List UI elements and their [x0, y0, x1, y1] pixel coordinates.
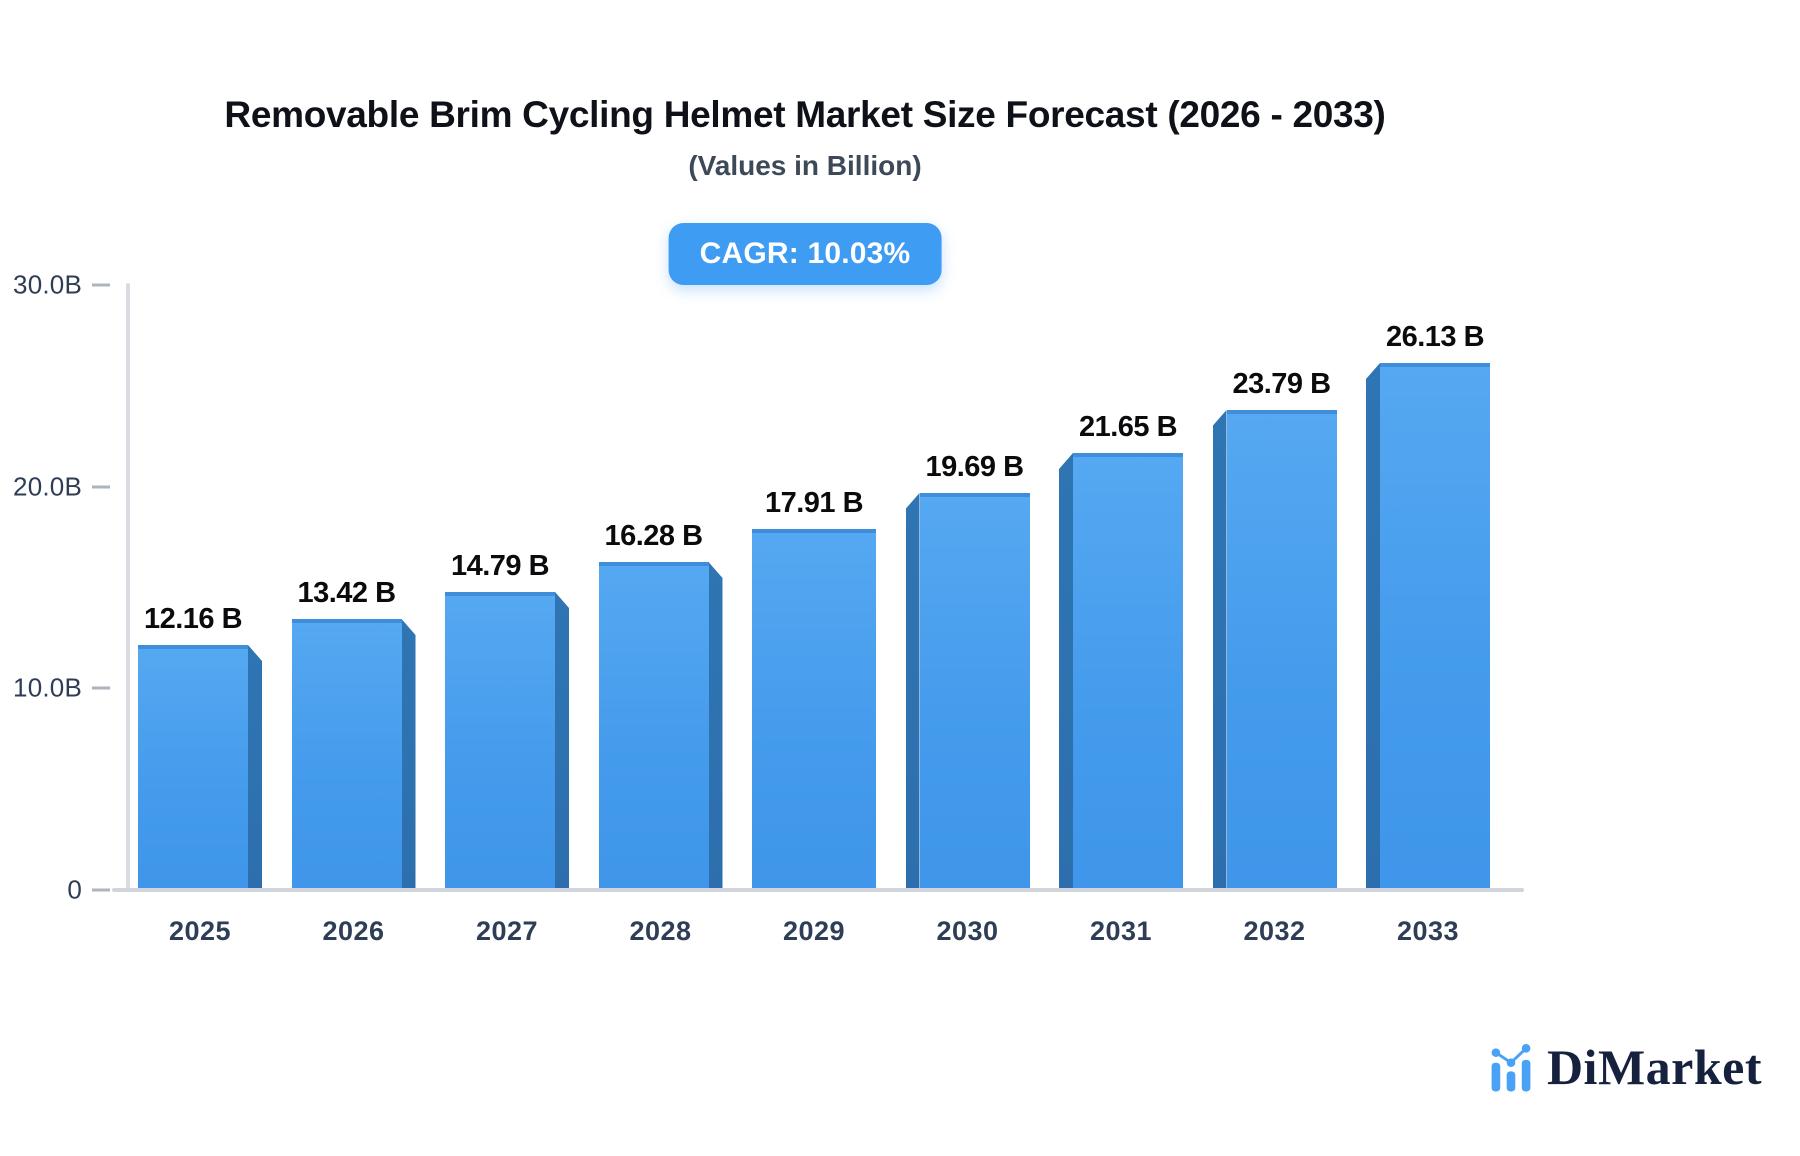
- bar-side-face: [555, 592, 569, 890]
- x-axis-label-2025: 2025: [168, 916, 232, 946]
- bar-side-face: [1212, 410, 1227, 890]
- bar-side-face: [905, 493, 920, 890]
- y-tick-mark-10: [92, 686, 110, 690]
- bar-value-label: 13.42 B: [297, 577, 396, 609]
- bar-side-face: [401, 619, 416, 890]
- bar-main-face: [1380, 363, 1490, 890]
- x-axis-label-2027: 2027: [475, 916, 539, 946]
- bar-main-face: [1073, 453, 1183, 890]
- bar-main-face: [445, 592, 555, 890]
- bar-2032[interactable]: 23.79 B: [1212, 368, 1337, 890]
- bar-side-face: [248, 645, 262, 890]
- y-tick-label-10: 10.0B: [13, 672, 82, 703]
- bar-main-face: [291, 619, 402, 890]
- x-axis-label-2030: 2030: [936, 916, 999, 946]
- bar-2025[interactable]: 12.16 B: [138, 603, 262, 890]
- y-tick-mark-30: [92, 283, 110, 287]
- bar-value-label: 12.16 B: [143, 603, 243, 635]
- bars-container: 12.16 B 13.42 B 14.79 B 16.28 B 17.91 B 19.69…: [138, 285, 1490, 890]
- cagr-badge: CAGR: 10.03%: [668, 223, 942, 285]
- x-axis-label-2031: 2031: [1089, 916, 1153, 946]
- y-tick-label-30: 30.0B: [13, 269, 82, 300]
- bar-value-label: 17.91 B: [764, 487, 864, 519]
- bar-2029[interactable]: 17.91 B: [752, 487, 876, 890]
- bar-main-face: [1226, 410, 1337, 890]
- bar-2030[interactable]: 19.69 B: [905, 451, 1030, 890]
- bar-main-face: [919, 493, 1030, 890]
- bar-side-face: [1366, 363, 1380, 890]
- x-axis-label-2032: 2032: [1243, 916, 1306, 946]
- chart-subtitle: (Values in Billion): [688, 150, 922, 181]
- bar-2027[interactable]: 14.79 B: [445, 550, 569, 890]
- bar-side-face: [1059, 453, 1073, 890]
- bar-main-face: [752, 529, 876, 890]
- bar-value-label: 19.69 B: [925, 451, 1024, 483]
- bar-2026[interactable]: 13.42 B: [291, 577, 416, 890]
- bar-side-face: [708, 562, 723, 890]
- x-axis-label-2026: 2026: [322, 916, 385, 946]
- x-axis-label-2029: 2029: [782, 916, 846, 946]
- y-tick-mark-0: [92, 888, 110, 892]
- brand-logo: DiMarket: [1488, 1038, 1762, 1096]
- bar-chart-trend-icon: [1491, 1044, 1531, 1092]
- bar-2028[interactable]: 16.28 B: [598, 520, 723, 890]
- x-axis-line: [112, 888, 1524, 892]
- y-tick-label-0: 0: [67, 874, 82, 905]
- y-axis-line: [126, 283, 130, 890]
- y-tick-mark-20: [92, 485, 110, 489]
- logo-text: DiMarket: [1546, 1039, 1762, 1095]
- bar-value-label: 14.79 B: [450, 550, 550, 582]
- bar-2033[interactable]: 26.13 B: [1366, 321, 1490, 890]
- x-axis-label-2033: 2033: [1396, 916, 1460, 946]
- chart-title: Removable Brim Cycling Helmet Market Siz…: [224, 94, 1386, 135]
- y-tick-label-20: 20.0B: [13, 471, 82, 502]
- bar-2031[interactable]: 21.65 B: [1059, 411, 1183, 890]
- bar-value-label: 21.65 B: [1078, 411, 1178, 443]
- bar-main-face: [138, 645, 248, 890]
- x-axis-label-2028: 2028: [629, 916, 692, 946]
- bar-value-label: 26.13 B: [1385, 321, 1485, 353]
- bar-value-label: 16.28 B: [604, 520, 703, 552]
- bar-main-face: [598, 562, 709, 890]
- x-axis-labels: 2025 2026 2027 2028 2029 2030 2031 2032 2033: [138, 916, 1490, 947]
- bar-value-label: 23.79 B: [1232, 368, 1331, 400]
